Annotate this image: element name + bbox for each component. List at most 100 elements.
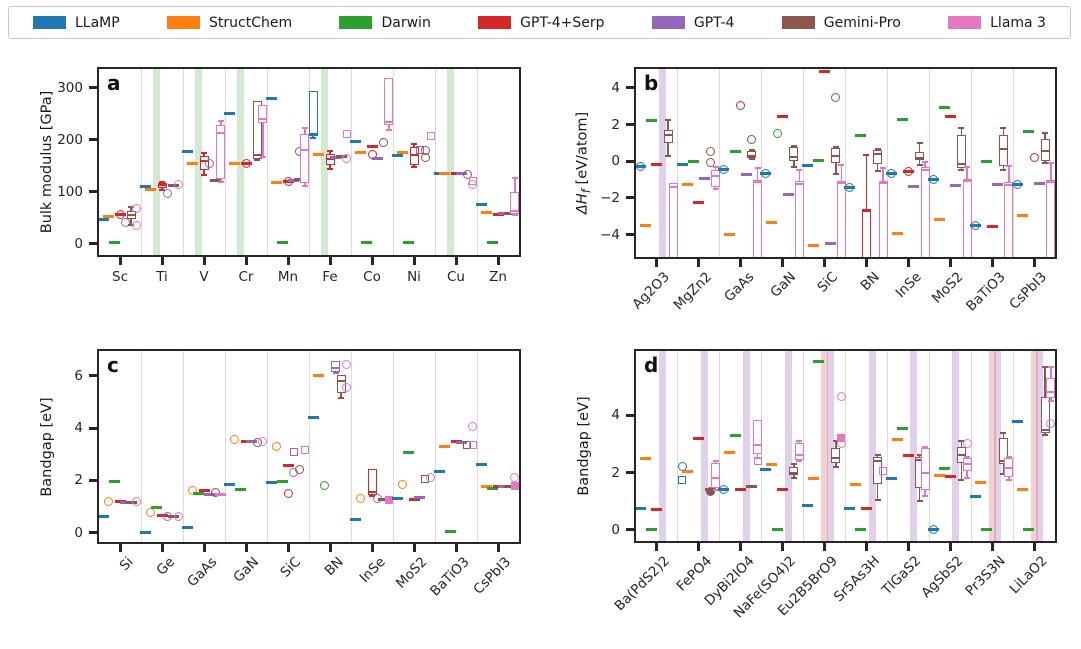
gridline [266,69,268,255]
marker-circle [356,494,366,504]
whisker-cap [159,180,165,183]
y-tick [89,426,97,430]
whisker [130,219,132,226]
whisker-cap [832,440,839,443]
marker-box [836,180,846,257]
marker-dash [824,242,836,246]
missing-band-gpt-4-serp [821,351,829,541]
x-tick-label: Fe [322,269,338,285]
marker-box [831,448,841,463]
whisker-cap [1042,434,1049,437]
marker-dash [933,218,945,222]
marker-dash [693,201,705,205]
legend-swatch-icon [651,16,685,29]
legend-swatch-icon [948,16,982,29]
marker-circle [420,152,430,162]
marker-box [1046,179,1055,257]
marker-dash [366,145,378,149]
marker-box [753,179,762,257]
x-tick-label-text: Sr5As3H [830,553,883,606]
whisker-cap [301,185,308,188]
marker-dash [486,241,498,245]
box-median [336,380,346,383]
whisker [1050,163,1052,180]
marker-box [1004,182,1014,257]
whisker [1044,132,1047,140]
whisker [340,392,342,399]
x-tick [1032,259,1036,267]
missing-band-gpt-4 [994,351,1002,541]
marker-dash [944,475,956,479]
gridline [845,69,846,257]
marker-box [308,91,318,136]
marker-circle [705,146,715,156]
whisker [220,121,222,126]
y-tick [626,528,634,532]
marker-circle [115,210,125,220]
marker-circle [342,359,352,369]
marker-dash [777,488,789,492]
whisker-cap [1000,473,1007,476]
whisker-cap [369,495,375,497]
x-tick [328,257,332,265]
whisker [514,178,516,192]
marker-dash [981,159,993,163]
whisker-cap [301,127,308,130]
whisker-cap [958,169,965,172]
x-tick-label-text: BN [857,269,883,295]
y-tick [626,471,634,475]
y-tick-label: 0 [611,521,620,538]
x-tick-label-text: Ge [153,554,179,579]
whisker [924,489,926,496]
marker-circle [342,154,352,164]
marker-dash [813,359,825,363]
whisker-cap [310,137,317,140]
gridline [928,69,930,257]
marker-box [794,442,804,460]
marker-dash [651,508,663,512]
marker-dash [150,506,162,510]
marker-dash [444,529,456,533]
y-tick-label: 300 [57,79,83,96]
marker-dash [503,212,515,216]
marker-circle [836,439,846,449]
box-median [861,209,871,212]
y-tick-label: 100 [57,183,83,200]
marker-circle [1046,419,1055,429]
whisker [798,169,801,182]
marker-dash [99,217,109,221]
marker-circle [367,149,377,159]
y-tick-label: 4 [74,420,83,437]
x-tick [1032,543,1036,551]
marker-circle [174,180,184,190]
marker-box [711,170,721,187]
whisker [756,454,759,459]
whisker-cap [1000,168,1007,171]
marker-dash [969,495,981,499]
marker-dash [1022,528,1034,532]
gridline [182,69,184,255]
marker-circle [163,189,173,199]
marker-circle [736,100,746,110]
whisker-cap [790,477,797,480]
marker-dash [807,476,819,480]
whisker-cap [796,168,803,171]
marker-circle [928,524,938,534]
x-tick [118,544,122,552]
whisker [130,206,132,211]
whisker-cap [964,477,970,480]
marker-dash [897,426,909,430]
whisker-cap [964,455,970,458]
x-tick [739,259,743,267]
whisker [1002,464,1005,475]
whisker-cap [922,445,929,448]
whisker [304,128,306,135]
whisker [714,166,717,171]
whisker-cap [1005,455,1012,458]
whisker-cap [958,127,965,130]
box-median [920,471,930,474]
marker-dash [640,456,652,460]
x-tick [412,544,416,552]
y-tick [89,478,97,482]
missing-band-gpt-4 [826,351,834,541]
